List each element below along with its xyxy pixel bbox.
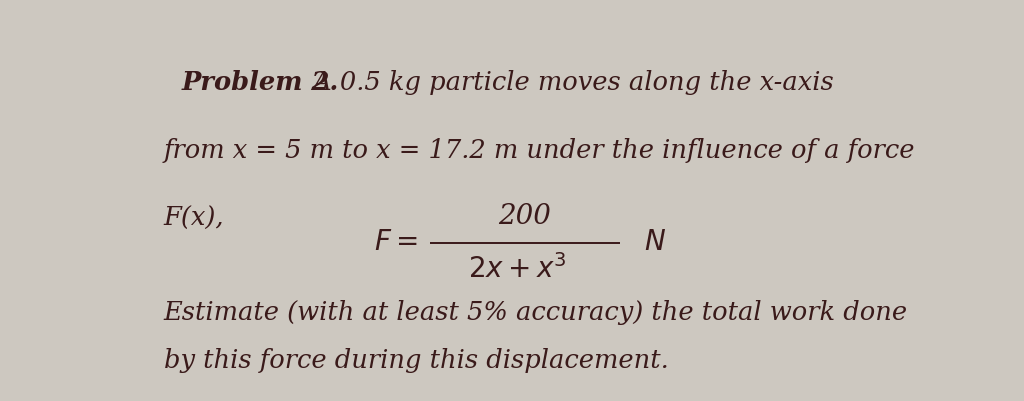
Text: Estimate (with at least 5% accuracy) the total work done: Estimate (with at least 5% accuracy) the… bbox=[164, 300, 908, 325]
Text: $\mathit{F}=$: $\mathit{F}=$ bbox=[374, 229, 418, 256]
Text: 200: 200 bbox=[499, 203, 551, 230]
Text: Problem 2.: Problem 2. bbox=[182, 70, 339, 95]
Text: from x = 5 m to x = 17.2 m under the influence of a force: from x = 5 m to x = 17.2 m under the inf… bbox=[164, 138, 915, 163]
Text: A 0.5 kg particle moves along the x-axis: A 0.5 kg particle moves along the x-axis bbox=[305, 70, 834, 95]
Text: $2x+x^3$: $2x+x^3$ bbox=[468, 254, 566, 284]
Text: by this force during this displacement.: by this force during this displacement. bbox=[164, 348, 669, 373]
Text: F(x),: F(x), bbox=[164, 206, 224, 231]
Text: $\mathit{N}$: $\mathit{N}$ bbox=[644, 229, 666, 256]
